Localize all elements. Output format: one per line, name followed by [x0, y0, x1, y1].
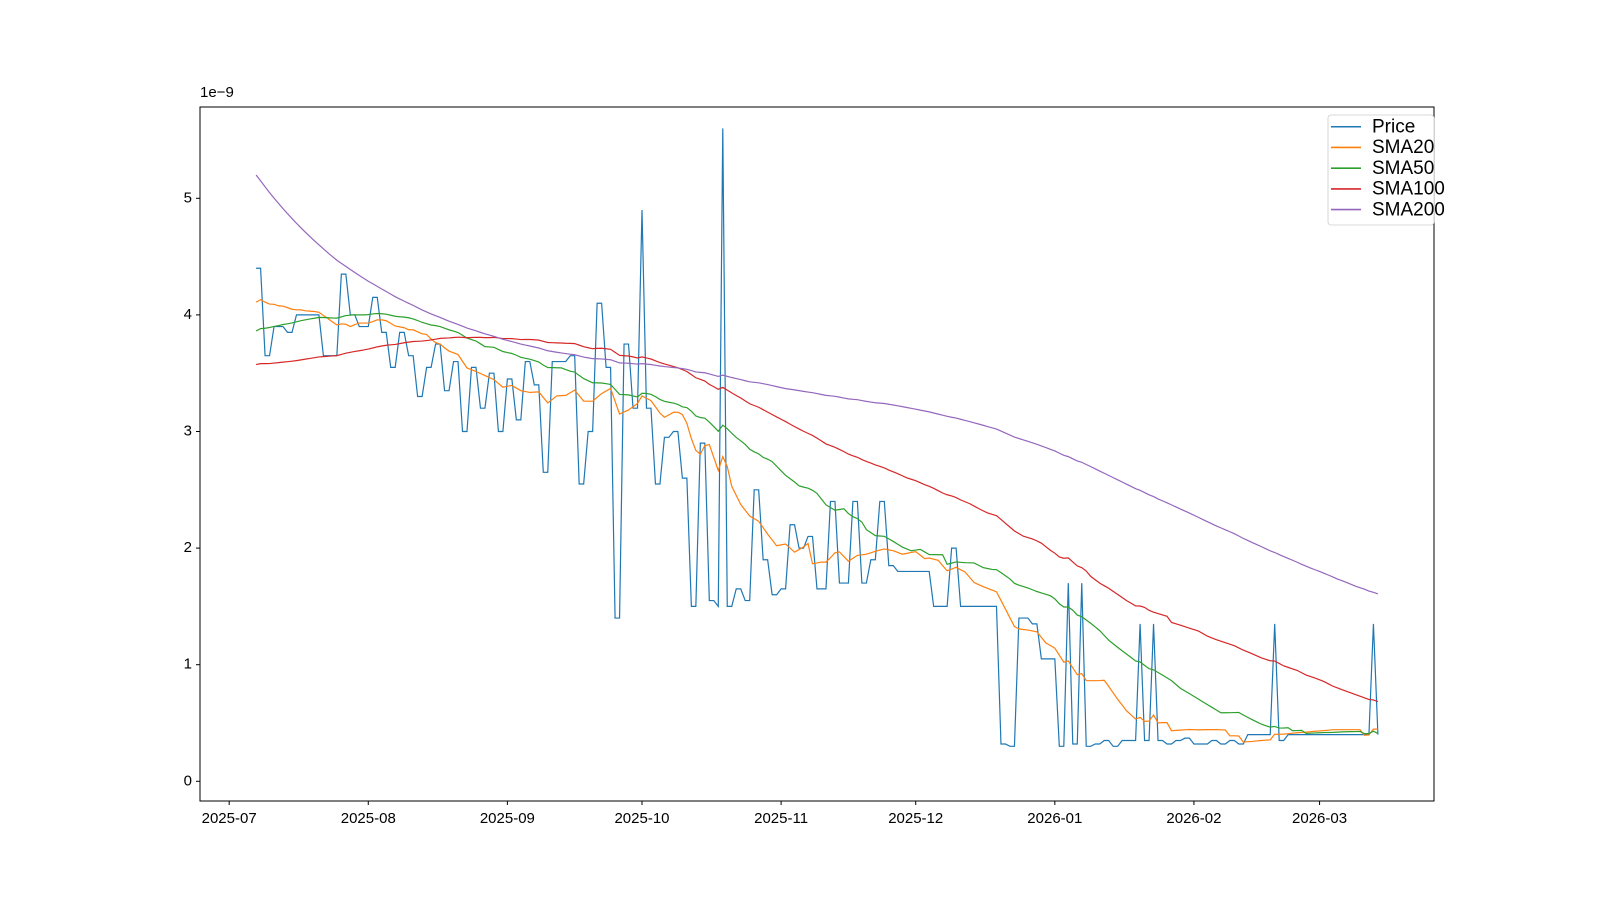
- svg-text:0: 0: [184, 772, 192, 789]
- svg-text:2025-12: 2025-12: [888, 810, 943, 827]
- svg-text:SMA20: SMA20: [1372, 137, 1434, 158]
- svg-text:2: 2: [184, 539, 192, 556]
- svg-text:2025-10: 2025-10: [614, 810, 669, 827]
- svg-text:5: 5: [184, 189, 192, 206]
- svg-text:SMA200: SMA200: [1372, 199, 1445, 220]
- svg-text:1e−9: 1e−9: [200, 84, 234, 101]
- svg-text:2026-03: 2026-03: [1292, 810, 1347, 827]
- svg-text:3: 3: [184, 422, 192, 439]
- svg-text:2025-11: 2025-11: [754, 810, 808, 827]
- svg-text:SMA100: SMA100: [1372, 179, 1445, 200]
- svg-text:4: 4: [184, 306, 192, 323]
- svg-text:Price: Price: [1372, 117, 1415, 138]
- svg-text:SMA50: SMA50: [1372, 158, 1434, 179]
- svg-text:1: 1: [184, 656, 192, 673]
- svg-text:2026-01: 2026-01: [1027, 810, 1082, 827]
- svg-text:2025-07: 2025-07: [202, 810, 257, 827]
- svg-text:2025-09: 2025-09: [480, 810, 535, 827]
- svg-text:2025-08: 2025-08: [341, 810, 396, 827]
- svg-text:2026-02: 2026-02: [1166, 810, 1221, 827]
